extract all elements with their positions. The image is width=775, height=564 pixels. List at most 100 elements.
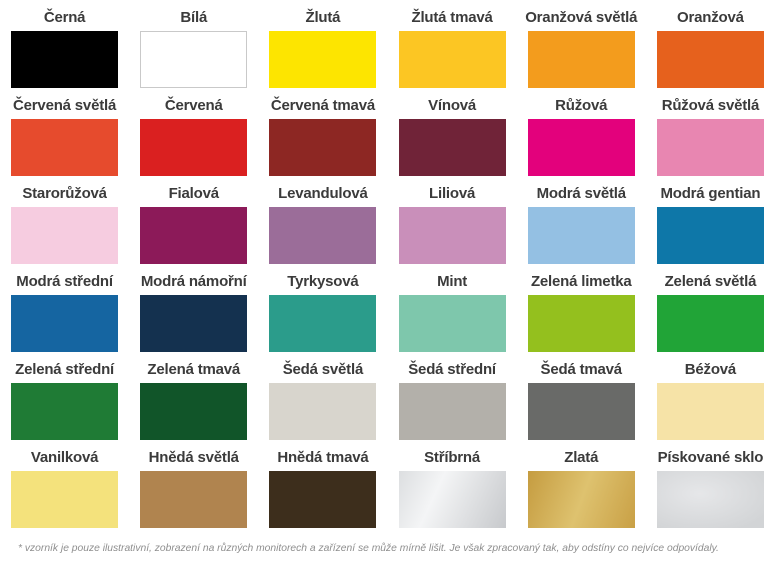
color-swatch bbox=[656, 295, 764, 352]
color-swatch bbox=[11, 383, 119, 440]
color-swatch bbox=[527, 383, 635, 440]
swatch-cell: Vínová bbox=[388, 92, 517, 180]
color-swatch bbox=[11, 295, 119, 352]
color-label: Černá bbox=[43, 9, 86, 26]
swatch-cell: Žlutá bbox=[258, 4, 387, 92]
swatch-cell: Šedá střední bbox=[388, 356, 517, 444]
swatch-cell: Růžová bbox=[517, 92, 646, 180]
color-swatch bbox=[398, 207, 506, 264]
color-label: Červená tmavá bbox=[270, 97, 375, 114]
color-swatch bbox=[398, 383, 506, 440]
swatch-cell: Hnědá světlá bbox=[129, 444, 258, 532]
color-swatch bbox=[269, 383, 377, 440]
swatch-cell: Hnědá tmavá bbox=[258, 444, 387, 532]
swatch-cell: Bílá bbox=[129, 4, 258, 92]
swatch-cell: Růžová světlá bbox=[646, 92, 775, 180]
color-swatch bbox=[269, 471, 377, 528]
swatch-cell: Zelená tmavá bbox=[129, 356, 258, 444]
color-label: Oranžová bbox=[677, 9, 744, 26]
color-swatch bbox=[656, 471, 764, 528]
color-label: Bílá bbox=[180, 9, 208, 26]
color-swatch bbox=[140, 119, 248, 176]
color-label: Oranžová světlá bbox=[525, 9, 638, 26]
color-swatch bbox=[527, 295, 635, 352]
color-label: Zelená limetka bbox=[530, 273, 632, 290]
color-swatch bbox=[398, 471, 506, 528]
color-swatch bbox=[140, 295, 248, 352]
color-swatch bbox=[527, 31, 635, 88]
color-swatch bbox=[527, 471, 635, 528]
swatch-cell: Zelená střední bbox=[0, 356, 129, 444]
color-swatch bbox=[656, 383, 764, 440]
swatch-cell: Pískované sklo bbox=[646, 444, 775, 532]
color-label: Růžová bbox=[555, 97, 608, 114]
color-label: Růžová světlá bbox=[661, 97, 760, 114]
color-label: Pískované sklo bbox=[657, 449, 764, 466]
color-label: Zelená tmavá bbox=[147, 361, 241, 378]
color-swatch bbox=[398, 31, 506, 88]
color-label: Šedá tmavá bbox=[540, 361, 623, 378]
color-label: Modrá gentian bbox=[660, 185, 761, 202]
color-swatch bbox=[269, 31, 377, 88]
color-label: Zlatá bbox=[564, 449, 599, 466]
swatch-cell: Stříbrná bbox=[388, 444, 517, 532]
color-swatch bbox=[11, 31, 119, 88]
color-swatch bbox=[11, 119, 119, 176]
color-swatch bbox=[656, 207, 764, 264]
color-label: Hnědá tmavá bbox=[277, 449, 369, 466]
swatch-cell: Zlatá bbox=[517, 444, 646, 532]
color-swatch bbox=[140, 471, 248, 528]
color-label: Hnědá světlá bbox=[148, 449, 239, 466]
swatch-cell: Šedá tmavá bbox=[517, 356, 646, 444]
swatch-cell: Červená bbox=[129, 92, 258, 180]
color-label: Modrá světlá bbox=[536, 185, 627, 202]
swatch-cell: Liliová bbox=[388, 180, 517, 268]
swatch-cell: Červená světlá bbox=[0, 92, 129, 180]
color-swatch bbox=[11, 207, 119, 264]
color-label: Stříbrná bbox=[424, 449, 481, 466]
swatch-cell: Modrá gentian bbox=[646, 180, 775, 268]
color-label: Fialová bbox=[168, 185, 219, 202]
color-label: Šedá střední bbox=[408, 361, 496, 378]
color-swatch bbox=[656, 31, 764, 88]
swatch-cell: Modrá střední bbox=[0, 268, 129, 356]
color-label: Šedá světlá bbox=[282, 361, 364, 378]
swatch-cell: Červená tmavá bbox=[258, 92, 387, 180]
color-label: Červená bbox=[164, 97, 223, 114]
color-swatch bbox=[140, 31, 248, 88]
swatch-cell: Béžová bbox=[646, 356, 775, 444]
color-label: Červená světlá bbox=[13, 97, 117, 114]
swatch-cell: Fialová bbox=[129, 180, 258, 268]
swatch-cell: Modrá světlá bbox=[517, 180, 646, 268]
swatch-cell: Zelená limetka bbox=[517, 268, 646, 356]
swatch-cell: Tyrkysová bbox=[258, 268, 387, 356]
swatch-cell: Vanilková bbox=[0, 444, 129, 532]
swatch-cell: Oranžová světlá bbox=[517, 4, 646, 92]
color-label: Béžová bbox=[684, 361, 737, 378]
color-swatch bbox=[398, 295, 506, 352]
color-swatch bbox=[269, 295, 377, 352]
color-label: Levandulová bbox=[278, 185, 368, 202]
color-label: Tyrkysová bbox=[287, 273, 359, 290]
color-label: Žlutá bbox=[305, 9, 341, 26]
color-swatch bbox=[140, 383, 248, 440]
color-label: Modrá střední bbox=[16, 273, 113, 290]
swatch-cell: Starorůžová bbox=[0, 180, 129, 268]
color-label: Zelená střední bbox=[15, 361, 115, 378]
swatch-cell: Žlutá tmavá bbox=[388, 4, 517, 92]
swatch-cell: Levandulová bbox=[258, 180, 387, 268]
swatch-cell: Šedá světlá bbox=[258, 356, 387, 444]
color-label: Starorůžová bbox=[22, 185, 107, 202]
color-swatch bbox=[269, 207, 377, 264]
color-swatch bbox=[527, 207, 635, 264]
color-swatch bbox=[527, 119, 635, 176]
color-label: Žlutá tmavá bbox=[411, 9, 493, 26]
color-label: Modrá námořní bbox=[140, 273, 247, 290]
color-label: Mint bbox=[437, 273, 468, 290]
color-swatch bbox=[656, 119, 764, 176]
color-swatch bbox=[140, 207, 248, 264]
swatch-cell: Modrá námořní bbox=[129, 268, 258, 356]
footnote: * vzorník je pouze ilustrativní, zobraze… bbox=[18, 543, 719, 554]
color-swatch bbox=[398, 119, 506, 176]
swatch-cell: Černá bbox=[0, 4, 129, 92]
